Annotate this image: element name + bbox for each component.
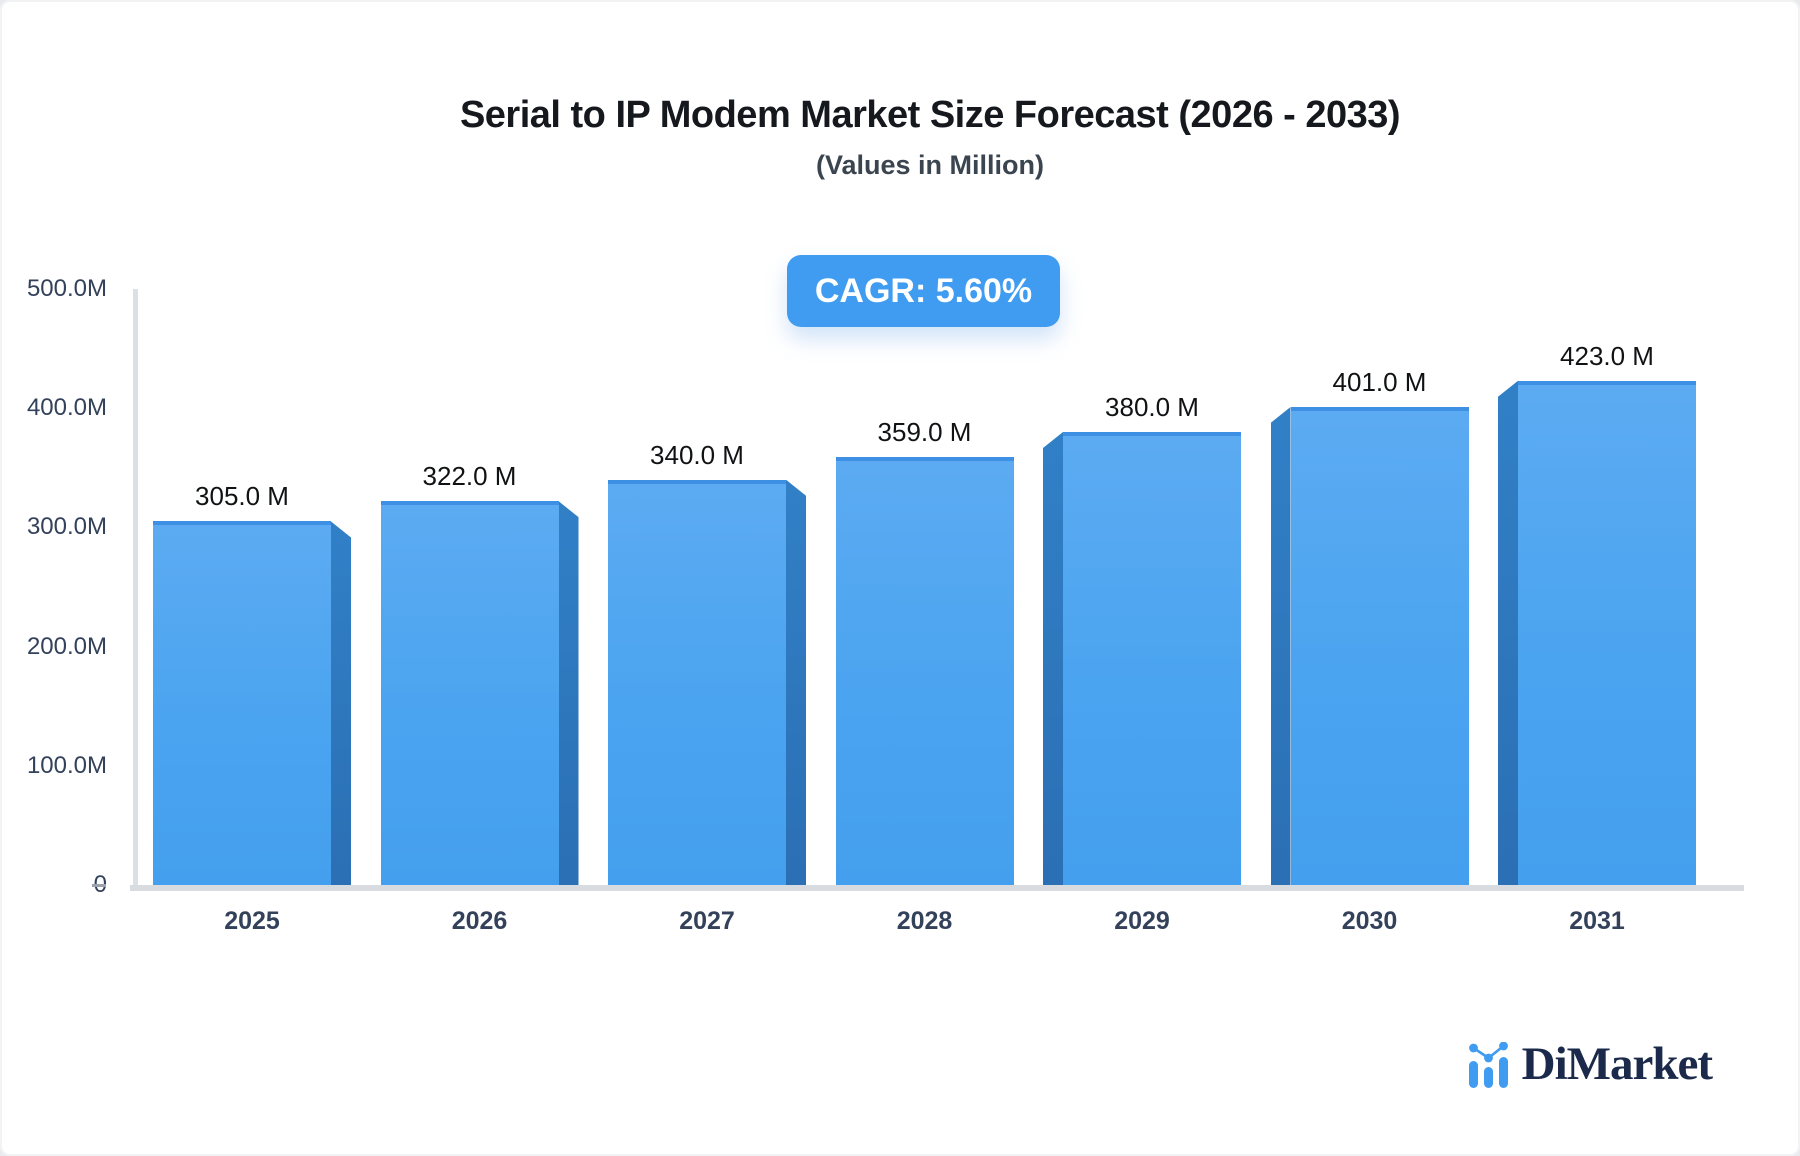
brand-logo-text: DiMarket: [1521, 1038, 1713, 1090]
y-axis-tick-label: 400.0M: [26, 394, 107, 422]
x-axis-label: 2029: [1114, 907, 1170, 935]
chart-title: Serial to IP Modem Market Size Forecast …: [459, 94, 1401, 136]
chart-subtitle: (Values in Million): [815, 150, 1045, 180]
y-axis-line: [133, 289, 138, 890]
brand-logo: DiMarket: [1468, 1038, 1713, 1090]
bar-2025[interactable]: [153, 521, 331, 885]
bar-value-label: 423.0 M: [1560, 340, 1654, 371]
x-axis-label: 2025: [224, 907, 280, 935]
bar-2030-side: [1270, 407, 1291, 885]
x-axis-label: 2027: [679, 907, 735, 935]
bar-2027[interactable]: [608, 479, 786, 885]
bar-line-chart-icon: [1468, 1042, 1508, 1088]
bar-2029[interactable]: [1063, 432, 1241, 885]
bar-2031-side: [1498, 380, 1518, 885]
bar-2025-side: [331, 521, 351, 885]
bar-2026-side: [558, 501, 579, 885]
x-axis-label: 2026: [451, 907, 508, 935]
bar-2031[interactable]: [1518, 380, 1696, 885]
bar-2026[interactable]: [380, 501, 559, 885]
x-axis-line: [130, 885, 1744, 891]
bar-2030[interactable]: [1290, 407, 1469, 885]
bar-value-label: 380.0 M: [1105, 392, 1199, 423]
y-axis-tick-mark: [92, 883, 106, 887]
bar-value-label: 401.0 M: [1332, 367, 1427, 397]
y-axis-tick-label: 500.0M: [26, 275, 107, 302]
y-axis-tick-label: 300.0M: [26, 513, 107, 541]
y-axis-tick-label: 200.0M: [26, 632, 107, 660]
y-axis-tick-label: 100.0M: [26, 751, 107, 779]
bar-value-label: 322.0 M: [422, 461, 517, 492]
bar-value-label: 340.0 M: [650, 439, 744, 470]
x-axis-label: 2028: [896, 907, 953, 935]
x-axis-label: 2030: [1341, 907, 1398, 935]
bar-2028[interactable]: [835, 457, 1014, 885]
bar-2027-side: [786, 479, 806, 885]
bar-value-label: 359.0 M: [877, 417, 972, 448]
cagr-badge: CAGR: 5.60%: [787, 255, 1060, 327]
x-axis-label: 2031: [1569, 907, 1625, 935]
bar-value-label: 305.0 M: [195, 481, 289, 512]
bar-2029-side: [1043, 432, 1063, 885]
